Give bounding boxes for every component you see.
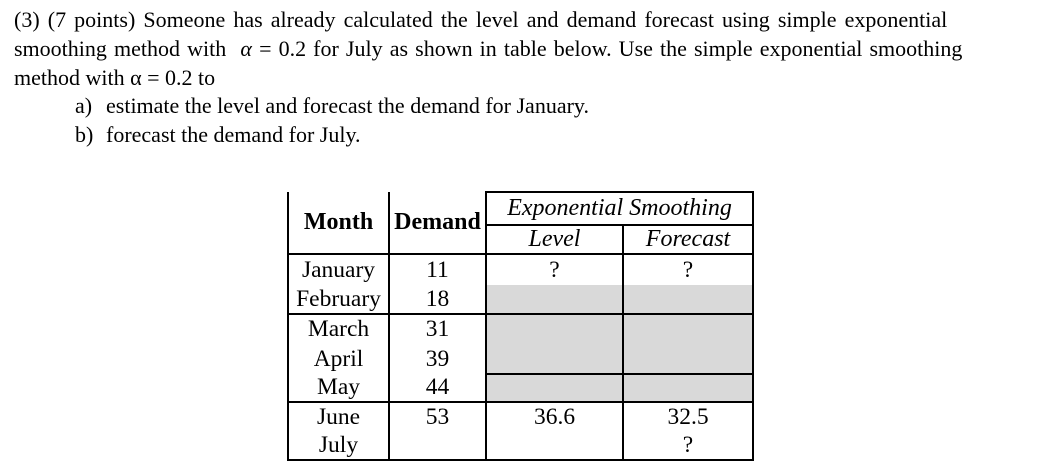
problem-line-2-post: = 0.2 for July as shown in table below. … <box>251 35 963 61</box>
problem-statement: (3) (7 points) Someone has already calcu… <box>14 6 1044 150</box>
table-header-row-sub: Level Forecast <box>288 225 755 255</box>
level-cell-july <box>485 431 623 461</box>
problem-line-1: (3) (7 points) Someone has already calcu… <box>14 7 948 32</box>
table-header-row-group: Month Demand Exponential Smoothing <box>287 191 755 255</box>
forecast-cell-april <box>621 344 755 375</box>
table-row-march: March 31 <box>287 314 755 344</box>
month-cell-april: April <box>287 344 389 374</box>
forecast-cell-march <box>621 314 755 344</box>
table-row-february: February 18 <box>287 285 755 315</box>
problem-line-3: method with α = 0.2 to <box>14 64 1044 93</box>
demand-cell-february: 18 <box>388 285 486 315</box>
forecast-cell-july: ? <box>621 431 755 461</box>
subtask-b-text: forecast the demand for July. <box>106 122 361 148</box>
subtask-a: a) estimate the level and forecast the d… <box>14 92 1044 121</box>
level-cell-may <box>485 374 623 403</box>
demand-cell-may: 44 <box>388 374 486 403</box>
table-row-april: April 39 <box>287 344 755 375</box>
subtask-a-text: estimate the level and forecast the dema… <box>106 93 589 119</box>
month-cell-february: February <box>287 285 389 315</box>
demand-cell-july <box>388 431 486 461</box>
forecast-cell-may <box>621 374 755 403</box>
col-header-demand: Demand <box>388 192 486 255</box>
level-cell-june: 36.6 <box>485 402 623 431</box>
alpha-symbol-upright: α <box>130 64 142 90</box>
level-cell-april <box>485 344 623 375</box>
problem-line-3-post: = 0.2 to <box>141 64 216 90</box>
table-row-july: July ? <box>287 431 755 461</box>
problem-line-2-pre: smoothing method with <box>14 35 241 61</box>
demand-cell-april: 39 <box>388 344 486 374</box>
forecast-cell-june: 32.5 <box>621 402 755 431</box>
col-header-month: Month <box>287 192 389 255</box>
subtask-b-marker: b) <box>75 122 94 148</box>
demand-cell-june: 53 <box>388 402 486 431</box>
forecast-table: Month Demand Exponential Smoothing Level… <box>287 191 755 461</box>
level-cell-january: ? <box>485 254 623 285</box>
col-header-level: Level <box>485 225 623 255</box>
table-row-june: June 53 36.6 32.5 <box>287 402 755 431</box>
subtask-a-marker: a) <box>75 93 93 119</box>
level-cell-march <box>485 314 623 344</box>
month-cell-july: July <box>287 431 389 461</box>
level-cell-february <box>485 285 623 315</box>
forecast-cell-february <box>621 285 755 315</box>
col-group-header-exponential-smoothing: Exponential Smoothing <box>484 191 755 226</box>
month-cell-may: May <box>287 374 389 403</box>
month-cell-june: June <box>287 402 389 431</box>
demand-cell-march: 31 <box>388 314 486 344</box>
table-row-january: January 11 ? ? <box>287 254 755 285</box>
demand-cell-january: 11 <box>388 254 486 285</box>
col-header-forecast: Forecast <box>621 225 755 255</box>
forecast-cell-january: ? <box>621 254 755 285</box>
month-cell-january: January <box>287 254 389 285</box>
alpha-symbol-italic: α <box>240 35 252 61</box>
month-cell-march: March <box>287 314 389 344</box>
problem-line-3-pre: method with <box>14 64 131 90</box>
table-row-may: May 44 <box>287 374 755 403</box>
problem-line-2: smoothing method with α = 0.2 for July a… <box>14 35 1044 64</box>
subtask-b: b) forecast the demand for July. <box>14 121 1044 150</box>
